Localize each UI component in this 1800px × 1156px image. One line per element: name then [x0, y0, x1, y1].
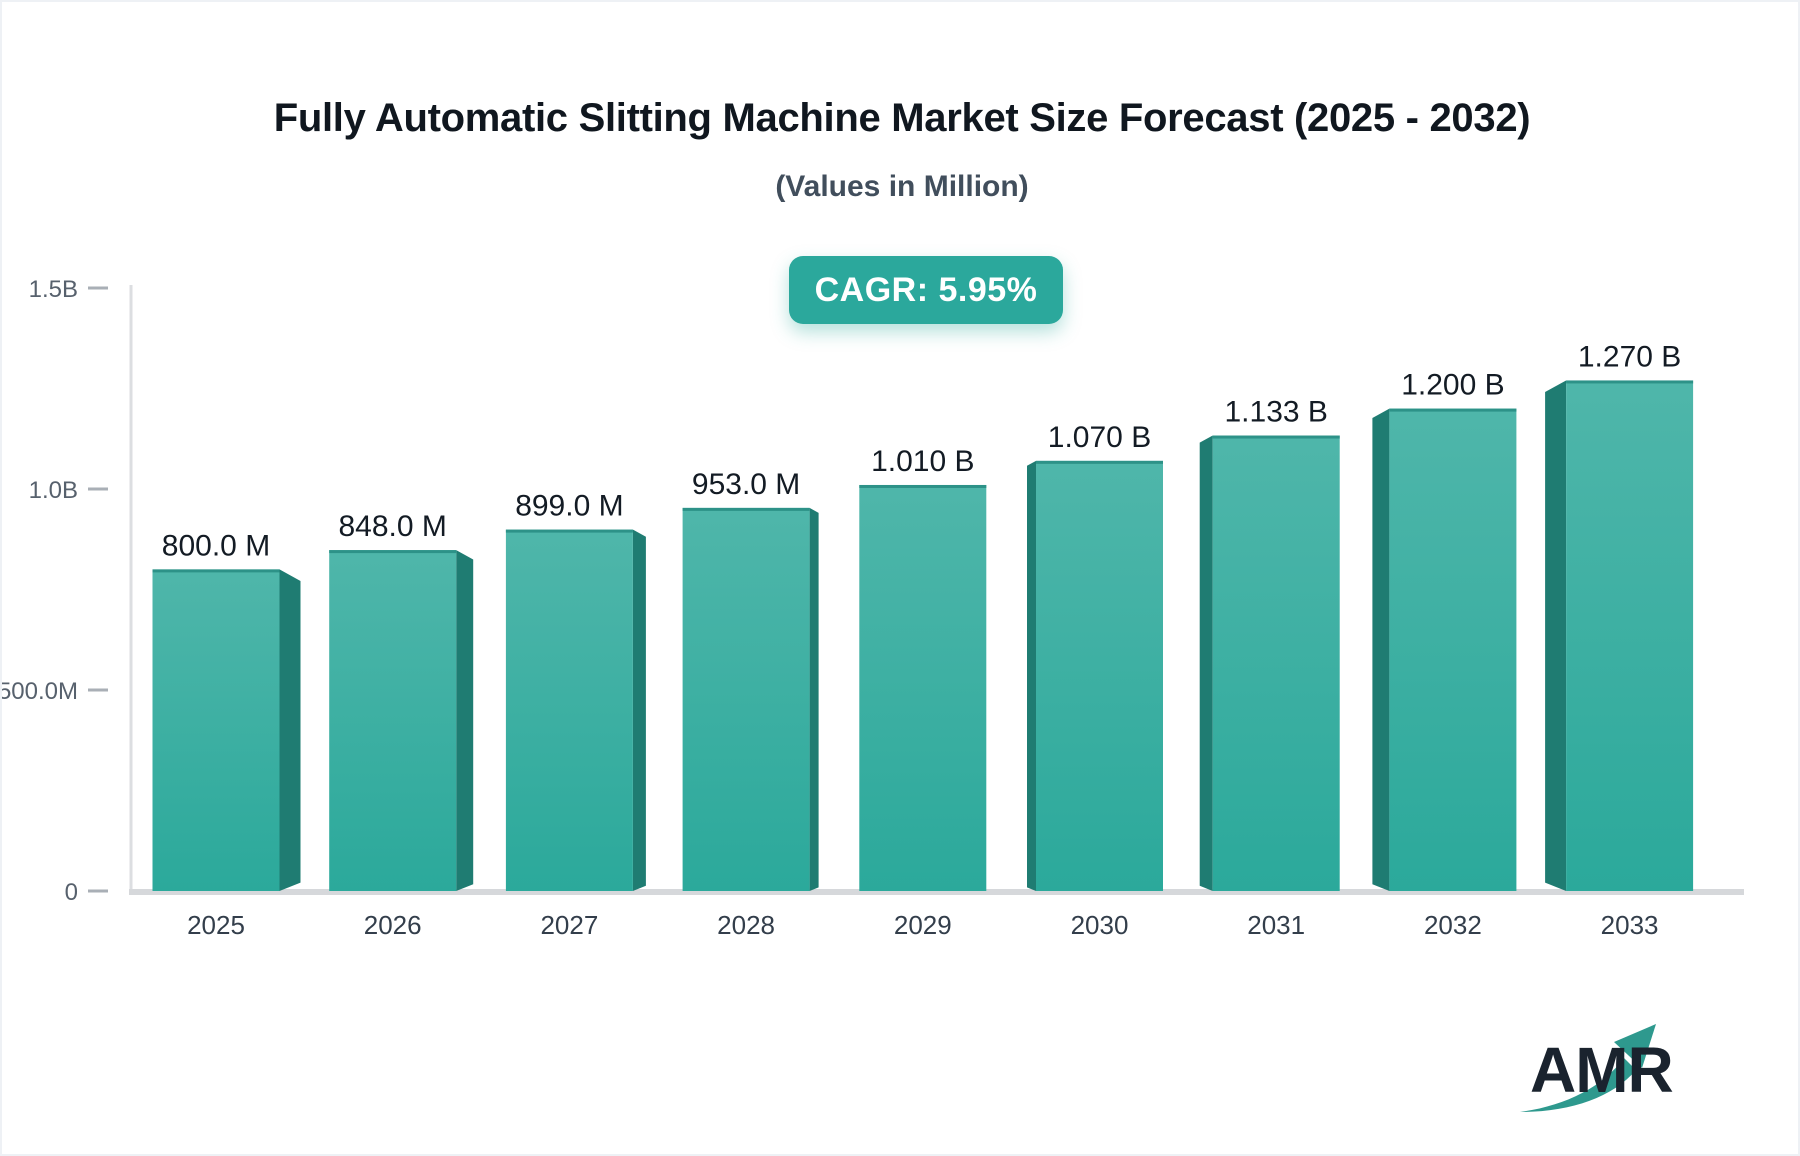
bar-group-2033: 1.270 B 2033 [1545, 340, 1694, 940]
bar-value-label: 1.133 B [1224, 396, 1327, 429]
y-axis-tick [88, 889, 108, 893]
bar-front-face [505, 529, 633, 891]
bar-group-2026: 848.0 M 2026 [329, 510, 474, 940]
bar-front-face [1036, 460, 1163, 891]
growth-arrow-icon [1520, 1024, 1656, 1112]
x-axis-label: 2031 [1247, 910, 1305, 940]
y-axis-label: 0 [65, 879, 78, 906]
bar-front-face [1566, 380, 1694, 891]
bar-top-edge [682, 507, 810, 511]
bar-value-label: 1.070 B [1048, 421, 1151, 454]
y-axis-label: 1.0B [29, 477, 78, 504]
bar-value-label: 1.010 B [871, 445, 974, 478]
bar-top-edge [1212, 435, 1340, 439]
bar-value-label: 899.0 M [515, 490, 623, 523]
bar-top-edge [1566, 380, 1694, 384]
y-axis-label: 500.0M [2, 678, 78, 705]
bar-front-face [1389, 408, 1517, 891]
x-axis-label: 2026 [364, 910, 422, 940]
y-axis-line [129, 285, 133, 889]
cagr-badge-label: CAGR: 5.95% [814, 270, 1038, 309]
bar-group-2025: 800.0 M 2025 [152, 529, 301, 940]
bar-top-edge [329, 550, 457, 554]
bar-front-face [859, 484, 987, 891]
x-axis-label: 2025 [187, 910, 245, 940]
bar-value-label: 953.0 M [692, 468, 800, 501]
x-axis-label: 2032 [1424, 910, 1482, 940]
bar-side-face [1027, 460, 1036, 891]
x-axis-line [129, 889, 1744, 895]
bar-front-face [682, 507, 810, 891]
chart-subtitle: (Values in Million) [775, 170, 1029, 203]
bar-top-edge [1036, 460, 1163, 464]
bar-side-face [809, 507, 819, 891]
bar-value-label: 1.270 B [1578, 340, 1681, 373]
y-axis-tick [88, 688, 108, 692]
bar-group-2028: 953.0 M 2028 [682, 468, 819, 940]
bar-group-2027: 899.0 M 2027 [505, 490, 646, 940]
bar-value-label: 1.200 B [1401, 369, 1504, 402]
bar-group-2031: 1.133 B 2031 [1199, 396, 1340, 940]
bar-top-edge [859, 484, 987, 488]
bar-front-face [152, 569, 280, 891]
bar-side-face [1372, 408, 1390, 891]
x-axis-label: 2028 [717, 910, 775, 940]
bar-group-2030: 1.070 B 2030 [1027, 421, 1163, 940]
chart-title: Fully Automatic Slitting Machine Market … [273, 96, 1531, 140]
bar-value-label: 848.0 M [338, 510, 446, 543]
cagr-badge: CAGR: 5.95% [789, 256, 1063, 324]
x-axis-label: 2030 [1071, 910, 1129, 940]
bar-side-face [279, 569, 301, 891]
y-axis-label: 1.5B [29, 276, 78, 303]
bar-side-face [632, 529, 646, 891]
bar-side-face [1199, 435, 1213, 891]
x-axis-label: 2029 [894, 910, 952, 940]
x-axis-label: 2027 [540, 910, 598, 940]
bar-side-face [456, 550, 474, 891]
bar-front-face [329, 550, 457, 891]
amr-logo: AMR [1502, 1012, 1772, 1132]
amr-logo-text: AMR [1530, 1034, 1674, 1106]
x-axis-label: 2033 [1601, 910, 1659, 940]
bar-top-edge [152, 569, 280, 573]
bar-top-edge [1389, 408, 1517, 412]
bar-group-2029: 1.010 B 2029 [859, 445, 987, 940]
bar-front-face [1212, 435, 1340, 891]
y-axis-tick [88, 286, 108, 290]
bar-side-face [1545, 380, 1567, 891]
y-axis-tick [88, 487, 108, 491]
bar-top-edge [505, 529, 633, 533]
bar-group-2032: 1.200 B 2032 [1372, 369, 1517, 940]
bar-value-label: 800.0 M [162, 529, 270, 562]
